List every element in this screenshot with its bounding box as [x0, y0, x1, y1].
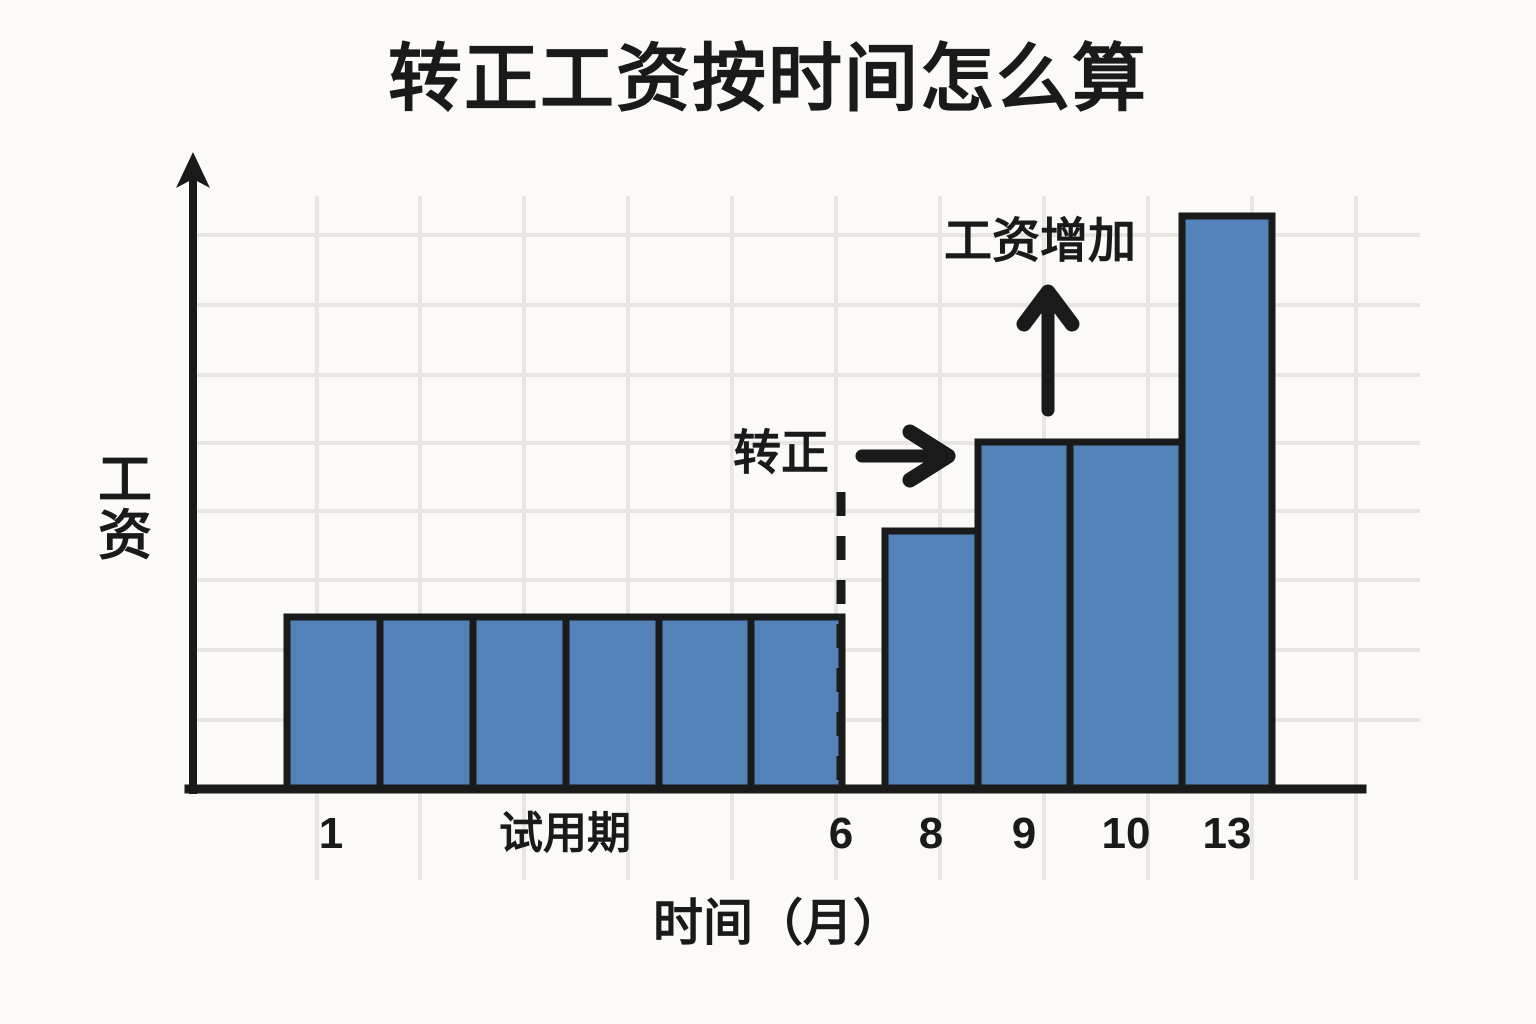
right-arrow-icon — [855, 424, 956, 488]
bar-month-4 — [562, 613, 663, 792]
bar-month-3 — [469, 613, 570, 792]
x-tick-label-1: 试用期 — [499, 809, 631, 858]
bar-month-5 — [655, 613, 755, 792]
bar-series — [283, 212, 1276, 792]
annotation-salary-increase: 工资增加 — [944, 215, 1137, 268]
bar-month-10 — [1066, 438, 1186, 792]
chart-title: 转正工资按时间怎么算 — [388, 37, 1148, 120]
bar-month-1 — [283, 613, 384, 792]
x-tick-label-0: 1 — [318, 809, 344, 858]
x-axis-label: 时间（月） — [653, 895, 903, 951]
up-arrow-icon — [1016, 284, 1080, 417]
x-tick-label-5: 10 — [1101, 809, 1151, 858]
bar-month-6 — [747, 613, 846, 792]
annotation-probation-end: 转正 — [733, 427, 830, 480]
y-axis-arrow-icon — [176, 152, 210, 188]
x-tick-label-4: 9 — [1011, 809, 1037, 858]
y-axis-label: 工资 — [98, 450, 152, 567]
bar-month-8 — [881, 527, 982, 792]
x-tick-label-3: 8 — [918, 809, 944, 858]
x-tick-label-6: 13 — [1202, 809, 1252, 858]
bar-month-9 — [974, 438, 1074, 792]
bar-month-2 — [376, 613, 477, 792]
x-tick-label-2: 6 — [828, 809, 854, 858]
bar-month-13 — [1178, 212, 1276, 792]
